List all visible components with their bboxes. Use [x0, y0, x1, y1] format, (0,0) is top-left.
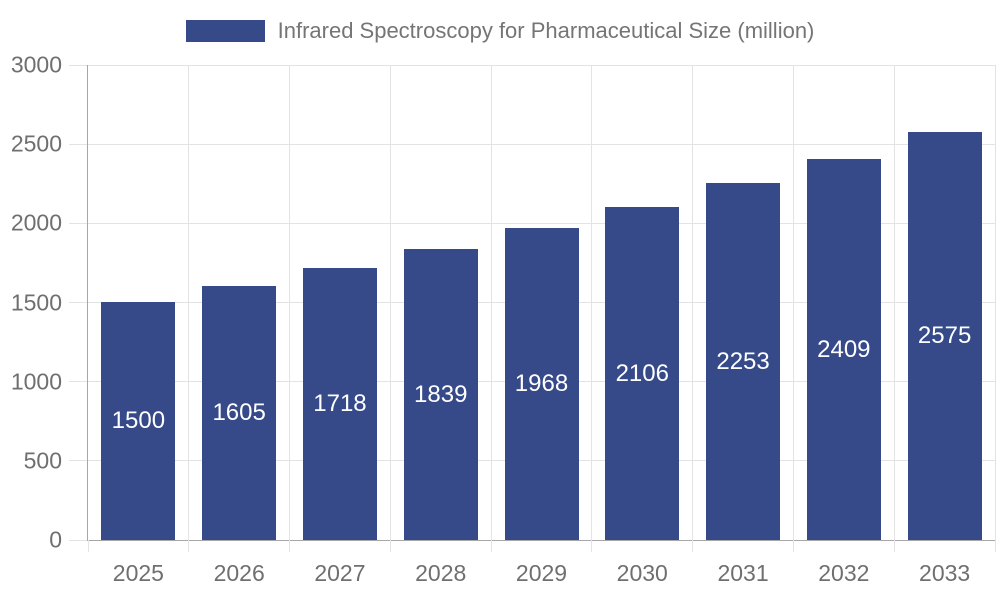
bar-value-label: 1968: [514, 370, 569, 397]
v-gridline: [289, 65, 291, 540]
x-axis-tick: [289, 540, 291, 552]
y-axis-tick: [69, 64, 87, 66]
v-gridline: [792, 65, 794, 540]
h-gridline: [88, 143, 995, 145]
y-tick-label: 3000: [10, 51, 62, 78]
bar-value-label: 1500: [111, 407, 166, 434]
legend-label: Infrared Spectroscopy for Pharmaceutical…: [277, 17, 815, 43]
bar: [504, 228, 579, 540]
plot-area: 0 500 1000 1500 2000 2500 3000 1500 2025 1605 2026…: [11, 53, 996, 586]
y-axis-tick: [69, 222, 87, 224]
x-axis-tick: [893, 540, 895, 552]
x-tick-label: 2032: [818, 560, 870, 586]
bar: [706, 183, 781, 540]
y-tick-label: 1500: [10, 289, 62, 315]
bar-value-label: 1718: [313, 390, 367, 417]
y-tick-label: 1000: [10, 368, 62, 395]
y-axis-tick: [69, 143, 87, 145]
h-gridline: [88, 64, 995, 66]
v-gridline: [692, 65, 694, 540]
bar-value-label: 1839: [414, 380, 468, 408]
y-tick-label: 0: [49, 526, 62, 553]
y-tick-label: 2500: [10, 130, 62, 157]
x-axis-tick: [591, 540, 593, 552]
x-axis-tick: [389, 540, 391, 552]
x-axis-tick: [692, 540, 694, 552]
y-axis-tick: [69, 539, 87, 541]
bar: [101, 302, 176, 540]
x-axis-tick: [490, 540, 492, 552]
y-axis-tick: [69, 460, 87, 462]
legend-swatch: [185, 20, 265, 42]
v-gridline: [591, 65, 593, 540]
y-tick-label: 2000: [10, 209, 62, 236]
bar-value-label: 2106: [615, 359, 669, 387]
y-axis-tick: [69, 302, 87, 303]
bar: [403, 249, 478, 540]
y-axis-tick: [69, 381, 87, 383]
legend-item[interactable]: Infrared Spectroscopy for Pharmaceutical…: [0, 17, 1000, 43]
y-tick-label: 500: [23, 447, 62, 474]
bar-value-label: 2575: [917, 322, 972, 349]
bar: [907, 132, 982, 540]
v-gridline: [188, 65, 190, 540]
v-gridline: [994, 65, 996, 540]
bar-value-label: 2253: [716, 347, 770, 375]
x-tick-label: 2029: [515, 560, 568, 586]
x-axis-tick: [792, 540, 794, 552]
x-tick-label: 2028: [415, 560, 467, 586]
v-gridline: [389, 65, 391, 540]
x-tick-label: 2031: [717, 560, 769, 586]
bar: [202, 286, 277, 540]
x-tick-label: 2026: [213, 560, 265, 586]
x-tick-label: 2030: [616, 560, 668, 586]
bar: [605, 207, 680, 540]
v-gridline: [893, 65, 895, 540]
x-tick-label: 2027: [314, 560, 366, 586]
x-axis-tick: [994, 540, 996, 552]
bar-value-label: 1605: [212, 399, 266, 426]
x-tick-label: 2025: [112, 560, 164, 586]
h-gridline: [88, 222, 995, 224]
x-axis-tick: [87, 540, 89, 552]
bar: [806, 159, 881, 540]
bar-value-label: 2409: [817, 335, 871, 363]
x-tick-label: 2033: [919, 560, 971, 586]
bar: [302, 268, 377, 540]
v-gridline: [490, 65, 492, 540]
x-axis-tick: [188, 540, 190, 552]
